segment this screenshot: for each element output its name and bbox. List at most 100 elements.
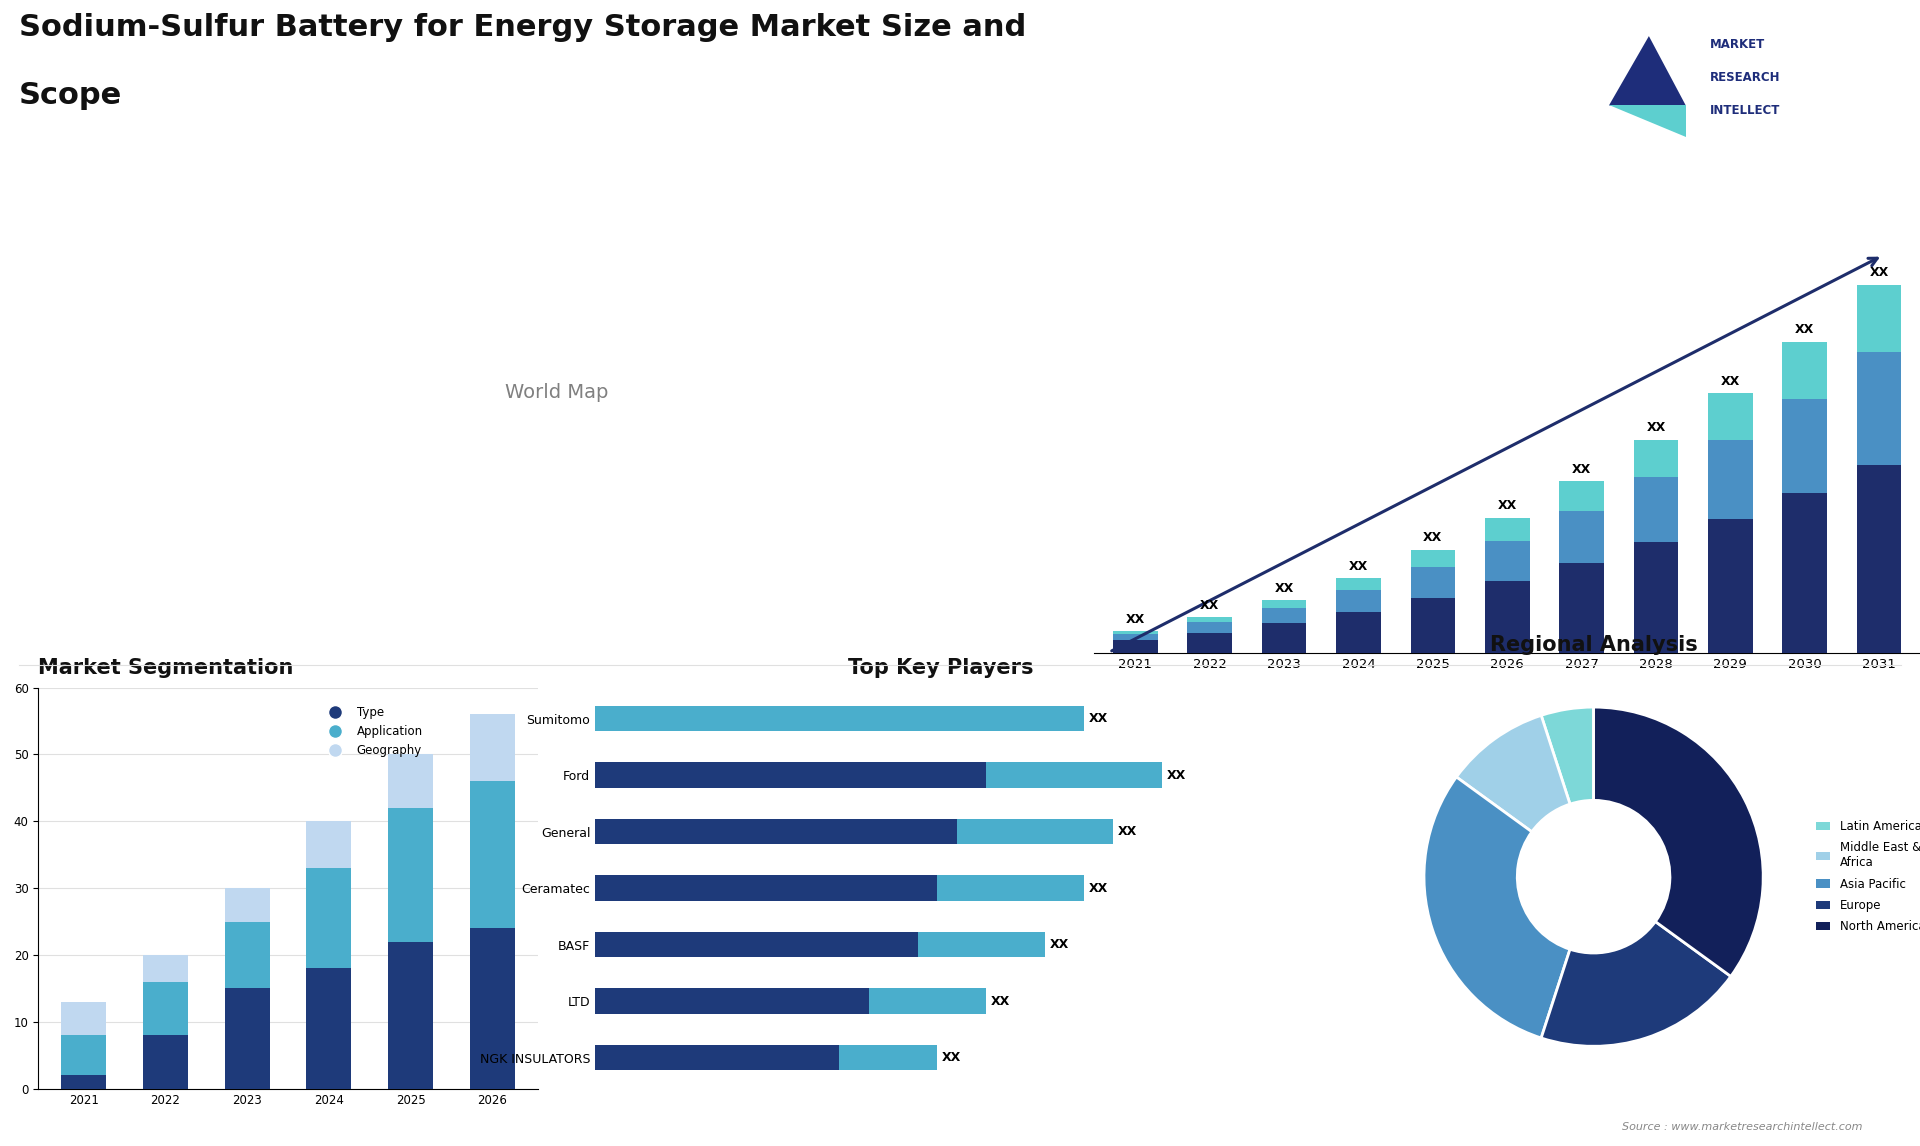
Text: XX: XX: [1050, 939, 1069, 951]
Bar: [1261, 609, 1306, 623]
Polygon shape: [1609, 37, 1686, 105]
Wedge shape: [1425, 777, 1571, 1038]
Text: XX: XX: [1089, 712, 1108, 725]
Bar: [987, 762, 1162, 787]
Text: XX: XX: [1167, 769, 1187, 782]
Bar: [61, 1035, 106, 1075]
Bar: [1336, 590, 1380, 612]
Text: Scope: Scope: [19, 81, 123, 110]
Text: Sodium-Sulfur Battery for Energy Storage Market Size and: Sodium-Sulfur Battery for Energy Storage…: [19, 13, 1027, 41]
Bar: [470, 782, 515, 928]
Bar: [839, 1045, 937, 1070]
Text: XX: XX: [1645, 422, 1665, 434]
Wedge shape: [1457, 715, 1571, 832]
Bar: [1634, 440, 1678, 478]
Text: INTELLECT: INTELLECT: [1711, 104, 1780, 117]
Bar: [595, 876, 937, 901]
Bar: [1484, 518, 1530, 541]
Bar: [142, 1035, 188, 1089]
Bar: [470, 928, 515, 1089]
Text: XX: XX: [1498, 499, 1517, 512]
Bar: [595, 1045, 839, 1070]
Bar: [1559, 481, 1603, 511]
Bar: [1634, 478, 1678, 542]
Bar: [1782, 493, 1828, 653]
Bar: [595, 706, 1083, 731]
Bar: [1559, 511, 1603, 563]
Bar: [1782, 399, 1828, 493]
Text: XX: XX: [1089, 881, 1108, 895]
Title: Regional Analysis: Regional Analysis: [1490, 635, 1697, 654]
Bar: [388, 808, 434, 942]
Bar: [1261, 601, 1306, 609]
Bar: [1484, 581, 1530, 653]
Text: XX: XX: [1275, 582, 1294, 595]
Text: XX: XX: [1720, 375, 1740, 387]
Bar: [1709, 393, 1753, 440]
Text: XX: XX: [1795, 323, 1814, 336]
Bar: [307, 968, 351, 1089]
Bar: [1709, 519, 1753, 653]
Text: XX: XX: [1572, 463, 1592, 476]
Bar: [918, 932, 1044, 957]
Bar: [956, 819, 1114, 845]
Polygon shape: [1609, 105, 1686, 136]
Bar: [868, 989, 987, 1014]
Bar: [307, 869, 351, 968]
Text: RESEARCH: RESEARCH: [1711, 71, 1782, 84]
Text: XX: XX: [1125, 613, 1144, 626]
Bar: [1114, 634, 1158, 641]
Bar: [1261, 623, 1306, 653]
Bar: [388, 754, 434, 808]
Bar: [1559, 563, 1603, 653]
Bar: [1634, 542, 1678, 653]
Bar: [1187, 617, 1233, 622]
Bar: [595, 932, 918, 957]
Wedge shape: [1542, 921, 1730, 1046]
Legend: Latin America, Middle East &
Africa, Asia Pacific, Europe, North America: Latin America, Middle East & Africa, Asi…: [1811, 816, 1920, 937]
Bar: [1484, 541, 1530, 581]
Bar: [1857, 464, 1901, 653]
Text: XX: XX: [943, 1051, 962, 1065]
Bar: [1114, 641, 1158, 653]
Bar: [937, 876, 1083, 901]
Bar: [61, 1075, 106, 1089]
Text: XX: XX: [1200, 598, 1219, 612]
Bar: [1187, 622, 1233, 633]
Bar: [595, 989, 868, 1014]
Bar: [470, 714, 515, 782]
Bar: [142, 982, 188, 1035]
Legend: Type, Application, Geography: Type, Application, Geography: [319, 701, 428, 762]
Bar: [1336, 579, 1380, 590]
Bar: [61, 1002, 106, 1035]
Bar: [225, 888, 269, 921]
Bar: [225, 921, 269, 988]
Text: XX: XX: [1423, 532, 1442, 544]
Bar: [1857, 352, 1901, 464]
Bar: [1411, 550, 1455, 566]
Wedge shape: [1542, 707, 1594, 804]
Bar: [1411, 598, 1455, 653]
Text: XX: XX: [1870, 266, 1889, 280]
Bar: [595, 762, 987, 787]
Text: Market Segmentation: Market Segmentation: [38, 658, 294, 677]
Bar: [595, 819, 956, 845]
Wedge shape: [1594, 707, 1763, 976]
Text: World Map: World Map: [505, 383, 609, 402]
Bar: [225, 988, 269, 1089]
Bar: [1709, 440, 1753, 519]
Bar: [388, 942, 434, 1089]
Bar: [1336, 612, 1380, 653]
Text: MARKET: MARKET: [1711, 39, 1766, 52]
Bar: [142, 955, 188, 982]
Text: Source : www.marketresearchintellect.com: Source : www.marketresearchintellect.com: [1622, 1122, 1862, 1132]
Bar: [307, 822, 351, 869]
Bar: [1114, 631, 1158, 634]
Bar: [1782, 342, 1828, 399]
Bar: [1857, 285, 1901, 352]
Text: XX: XX: [991, 995, 1010, 1007]
Bar: [1187, 633, 1233, 653]
Title: Top Key Players: Top Key Players: [849, 658, 1033, 677]
Bar: [1411, 566, 1455, 598]
Text: XX: XX: [1350, 559, 1369, 573]
